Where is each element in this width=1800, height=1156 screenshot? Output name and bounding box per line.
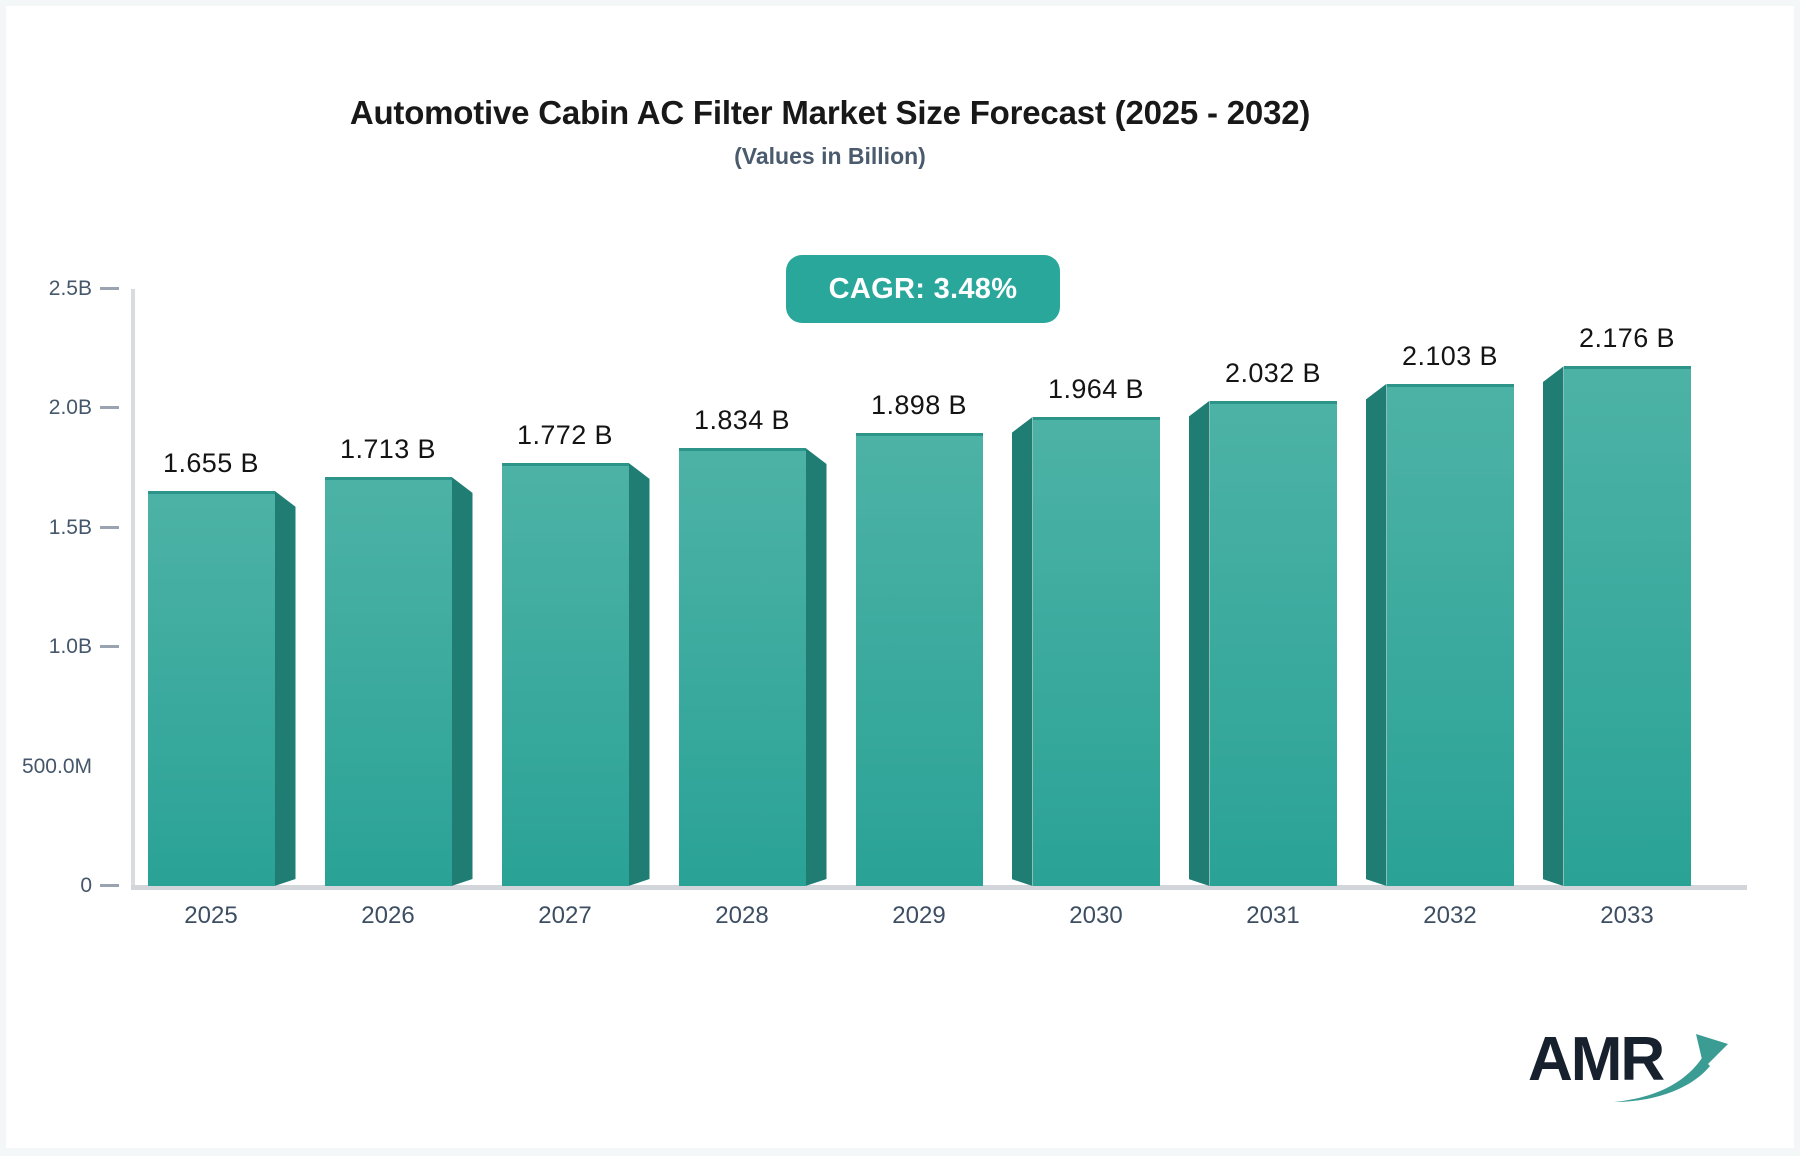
- cagr-badge-label: CAGR: 3.48%: [828, 272, 1018, 305]
- bar-side-face-2027: [628, 462, 650, 886]
- bar-2028: [678, 448, 806, 886]
- y-axis-line: [131, 289, 135, 886]
- y-axis-tick-label: 1.0B: [48, 635, 92, 659]
- x-axis-label-2033: 2033: [1600, 902, 1654, 929]
- x-axis-label-2031: 2031: [1246, 902, 1300, 929]
- y-axis-tick-label: 0: [80, 874, 92, 897]
- amr-logo: AMR: [1528, 1028, 1738, 1118]
- bar-side-face-2028: [805, 448, 827, 886]
- bar-side-face-2031: [1188, 400, 1210, 886]
- chart-subtitle: (Values in Billion): [734, 143, 926, 169]
- x-axis-label-2028: 2028: [715, 902, 769, 929]
- y-axis-tick-label: 2.5B: [48, 277, 92, 300]
- x-axis-label-2026: 2026: [361, 902, 415, 929]
- bar-value-label-2029: 1.898 B: [871, 389, 967, 420]
- x-axis-label-2032: 2032: [1423, 902, 1477, 929]
- chart-header: Automotive Cabin AC Filter Market Size F…: [0, 92, 1660, 172]
- x-axis-label-2030: 2030: [1069, 902, 1123, 929]
- bar-2031: [1209, 400, 1337, 886]
- y-axis-tick-label: 1.5B: [48, 515, 92, 539]
- bar-value-label-2032: 2.103 B: [1402, 340, 1498, 371]
- y-axis-tick-mark: [100, 287, 119, 290]
- y-axis-tick-mark: [100, 884, 119, 887]
- x-axis-label-2025: 2025: [184, 902, 238, 929]
- bar-value-label-2031: 2.032 B: [1225, 357, 1321, 388]
- bar-2027: [501, 462, 629, 886]
- y-axis-tick-label: 2.0B: [48, 396, 92, 420]
- bar-2032: [1386, 383, 1514, 886]
- bar-side-face-2033: [1542, 366, 1564, 886]
- bar-value-label-2033: 2.176 B: [1579, 323, 1675, 354]
- amr-logo-text: AMR: [1528, 1025, 1665, 1094]
- x-axis-label-2029: 2029: [892, 902, 946, 929]
- x-axis-baseline: [131, 885, 1747, 890]
- bar-2025: [147, 490, 275, 886]
- bar-2030: [1032, 416, 1160, 886]
- bar-value-label-2030: 1.964 B: [1048, 373, 1144, 404]
- bar-value-label-2028: 1.834 B: [694, 405, 790, 436]
- bar-side-face-2030: [1011, 416, 1033, 886]
- bar-value-label-2027: 1.772 B: [517, 419, 613, 450]
- bar-2033: [1563, 366, 1691, 886]
- x-axis-label-2027: 2027: [538, 902, 592, 929]
- bar-side-face-2026: [451, 476, 473, 886]
- y-axis-tick-mark: [100, 645, 119, 649]
- y-axis-tick-label: 500.0M: [21, 754, 92, 778]
- y-axis-tick-mark: [100, 406, 119, 410]
- bar-value-label-2025: 1.655 B: [163, 447, 259, 478]
- cagr-badge: CAGR: 3.48%: [786, 255, 1060, 323]
- bar-side-face-2025: [274, 490, 296, 886]
- bar-2026: [324, 476, 452, 886]
- bar-2029: [855, 432, 983, 886]
- y-axis-tick-mark: [100, 525, 119, 529]
- growth-arrow-icon: [1614, 1034, 1728, 1102]
- chart-title: Automotive Cabin AC Filter Market Size F…: [349, 94, 1311, 131]
- bar-value-label-2026: 1.713 B: [340, 433, 436, 464]
- bar-side-face-2032: [1365, 383, 1387, 886]
